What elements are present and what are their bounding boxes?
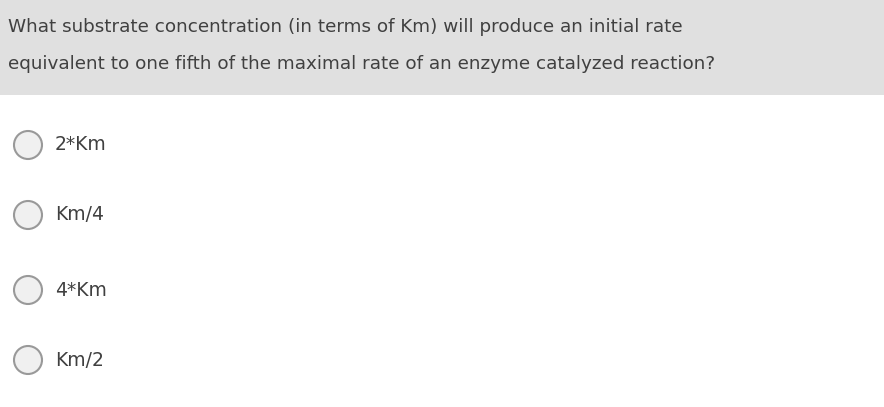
Circle shape [14,276,42,304]
Circle shape [14,346,42,374]
Circle shape [14,201,42,229]
Text: 4*Km: 4*Km [55,280,107,300]
Text: equivalent to one fifth of the maximal rate of an enzyme catalyzed reaction?: equivalent to one fifth of the maximal r… [8,55,715,73]
Circle shape [14,131,42,159]
Text: Km/4: Km/4 [55,206,104,225]
Text: What substrate concentration (in terms of Km) will produce an initial rate: What substrate concentration (in terms o… [8,18,682,36]
Text: 2*Km: 2*Km [55,136,107,155]
Text: Km/2: Km/2 [55,350,104,370]
Bar [0,0,884,95]
